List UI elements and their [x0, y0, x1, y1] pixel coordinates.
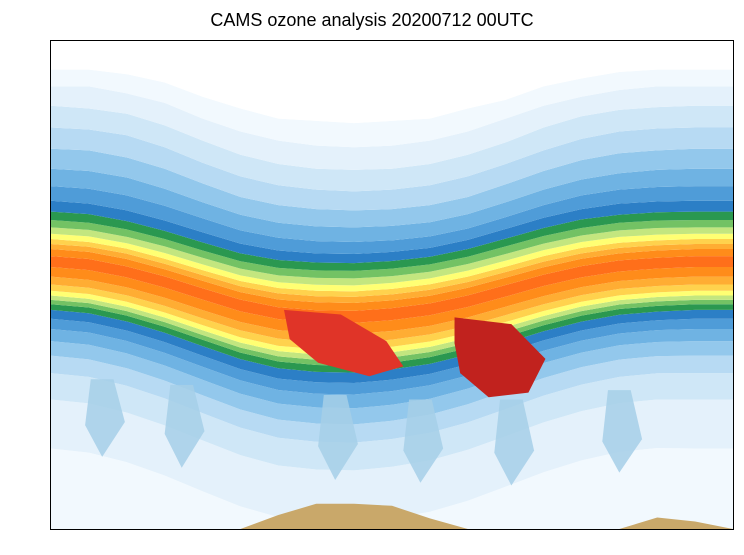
ozone-contour-fill: [51, 41, 733, 529]
x-tick-label: 30°S/172°E: [595, 529, 647, 530]
x-tick-label: 0°N/172°E: [712, 529, 734, 530]
plot-area: 12510205010020050010000°N/8°W30°S/8°W60°…: [50, 40, 734, 530]
y-tick-label: 1000: [50, 525, 51, 530]
x-tick-label: 60°S/8°W: [257, 529, 301, 530]
x-tick-label: 90°S/8°W: [371, 529, 415, 530]
x-tick-label: 30°S/8°W: [143, 529, 187, 530]
x-tick-label: 60°S/172°E: [481, 529, 533, 530]
chart-title: CAMS ozone analysis 20200712 00UTC: [0, 10, 744, 31]
x-tick-label: 0°N/8°W: [50, 529, 70, 530]
ozone-cross-section-figure: { "title": { "text": "CAMS ozone analysi…: [0, 0, 744, 555]
